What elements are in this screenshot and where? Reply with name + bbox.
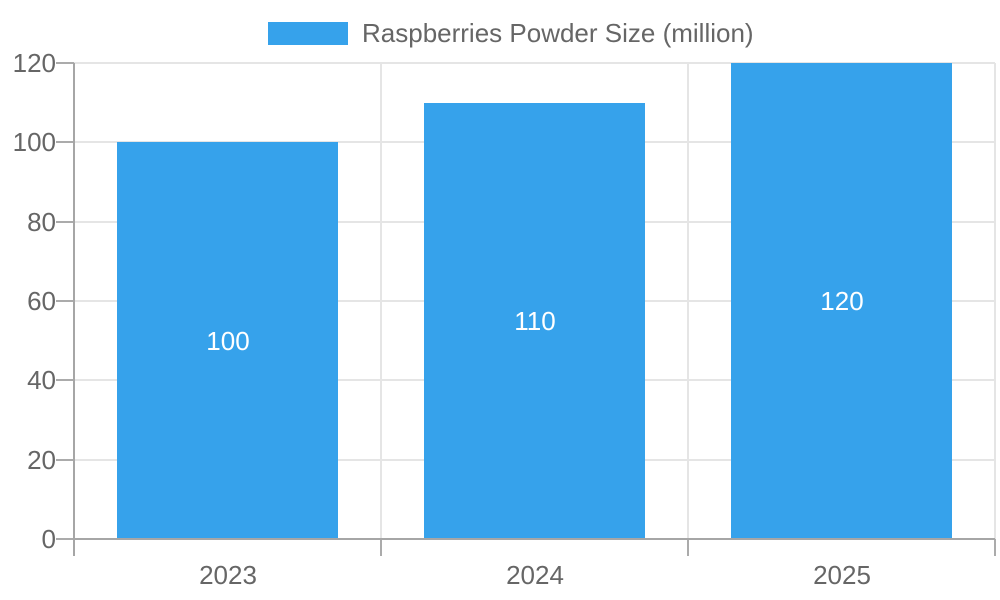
bar-value-label: 120 xyxy=(820,286,864,316)
x-axis-tick xyxy=(687,539,689,556)
y-axis-tick-label: 40 xyxy=(27,365,56,395)
y-axis-tick-label: 120 xyxy=(12,48,56,78)
x-axis-tick xyxy=(380,539,382,556)
y-axis-tick xyxy=(56,62,74,64)
y-axis-line xyxy=(73,63,75,556)
y-gridline xyxy=(74,62,995,64)
y-axis-tick-label: 0 xyxy=(41,524,56,554)
y-axis-tick xyxy=(56,300,74,302)
bar-2023[interactable] xyxy=(117,142,338,539)
x-gridline xyxy=(994,63,996,539)
bar-2025[interactable] xyxy=(731,63,952,539)
y-axis-tick-label: 20 xyxy=(27,445,56,475)
y-axis-tick xyxy=(56,538,74,540)
y-axis-tick-label: 60 xyxy=(27,286,56,316)
legend-item[interactable]: Raspberries Powder Size (million) xyxy=(268,20,754,46)
y-axis-tick xyxy=(56,221,74,223)
legend-swatch-icon xyxy=(268,21,348,45)
x-gridline xyxy=(380,63,382,539)
y-axis-tick-label: 100 xyxy=(12,127,56,157)
y-axis-tick xyxy=(56,141,74,143)
x-axis-category-label: 2023 xyxy=(199,560,257,590)
x-gridline xyxy=(687,63,689,539)
x-axis-line xyxy=(74,538,995,540)
legend-label: Raspberries Powder Size (million) xyxy=(362,18,754,48)
y-axis-tick xyxy=(56,379,74,381)
y-axis-tick-label: 80 xyxy=(27,207,56,237)
y-axis-tick xyxy=(56,459,74,461)
bar-2024[interactable] xyxy=(424,103,645,539)
x-axis-tick xyxy=(994,539,996,556)
bar-value-label: 110 xyxy=(514,306,556,336)
x-axis-category-label: 2025 xyxy=(813,560,871,590)
bar-value-label: 100 xyxy=(206,326,250,356)
x-axis-category-label: 2024 xyxy=(506,560,564,590)
